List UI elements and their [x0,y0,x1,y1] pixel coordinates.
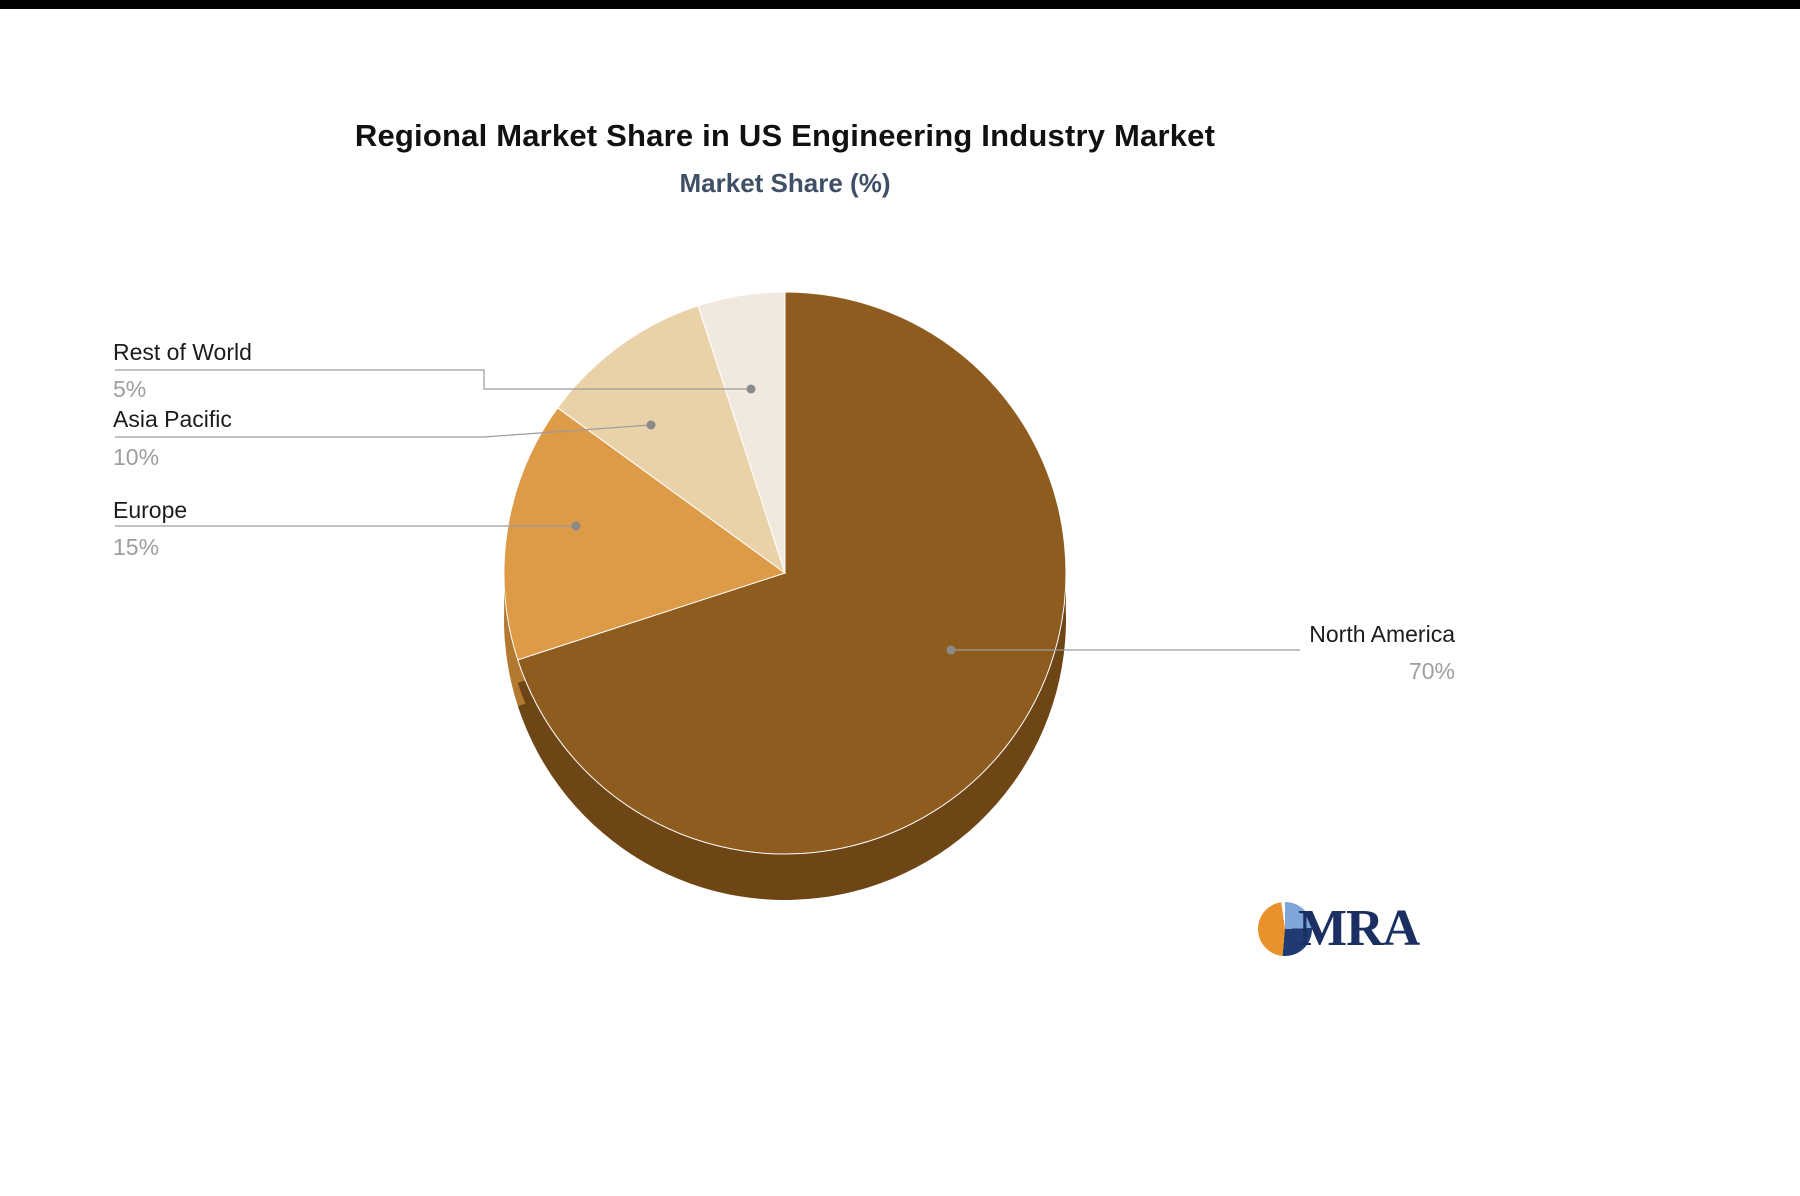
slice-value: 15% [113,534,160,560]
leader-dot-rest-of-world [746,384,756,394]
slice-label: Europe [113,497,188,523]
leader-dot-europe [571,521,581,531]
slice-label: Rest of World [113,339,252,365]
callout-europe: Europe 15% [113,496,187,561]
slice-value: 5% [113,376,147,402]
leader-dot-asia-pacific [646,420,656,430]
slice-label: Asia Pacific [113,406,232,432]
callout-north-america: North America 70% [1309,620,1455,685]
callout-asia-pacific: Asia Pacific 10% [113,405,232,471]
mra-logo: MRA [1258,900,1420,957]
pie-chart-icon [1258,902,1312,956]
window-top-edge [0,0,1800,9]
chart-title: Regional Market Share in US Engineering … [354,118,1216,153]
chart-subtitle: Market Share (%) [679,168,891,198]
logo-text: MRA [1298,900,1420,957]
pie-slice-rest-of-world [697,291,786,574]
leader-line-asia-pacific [115,424,652,438]
slice-value: 10% [113,444,160,470]
pie-slice-asia-pacific [556,305,786,575]
pie-slice-north-america [517,291,1067,855]
pie-slice-europe [503,407,787,661]
leader-line-rest-of-world [115,369,751,390]
callout-rest-of-world: Rest of World 5% [113,338,252,403]
leader-dot-north-america [946,645,956,655]
slice-label: North America [1309,621,1455,647]
slice-value: 70% [1408,658,1455,684]
